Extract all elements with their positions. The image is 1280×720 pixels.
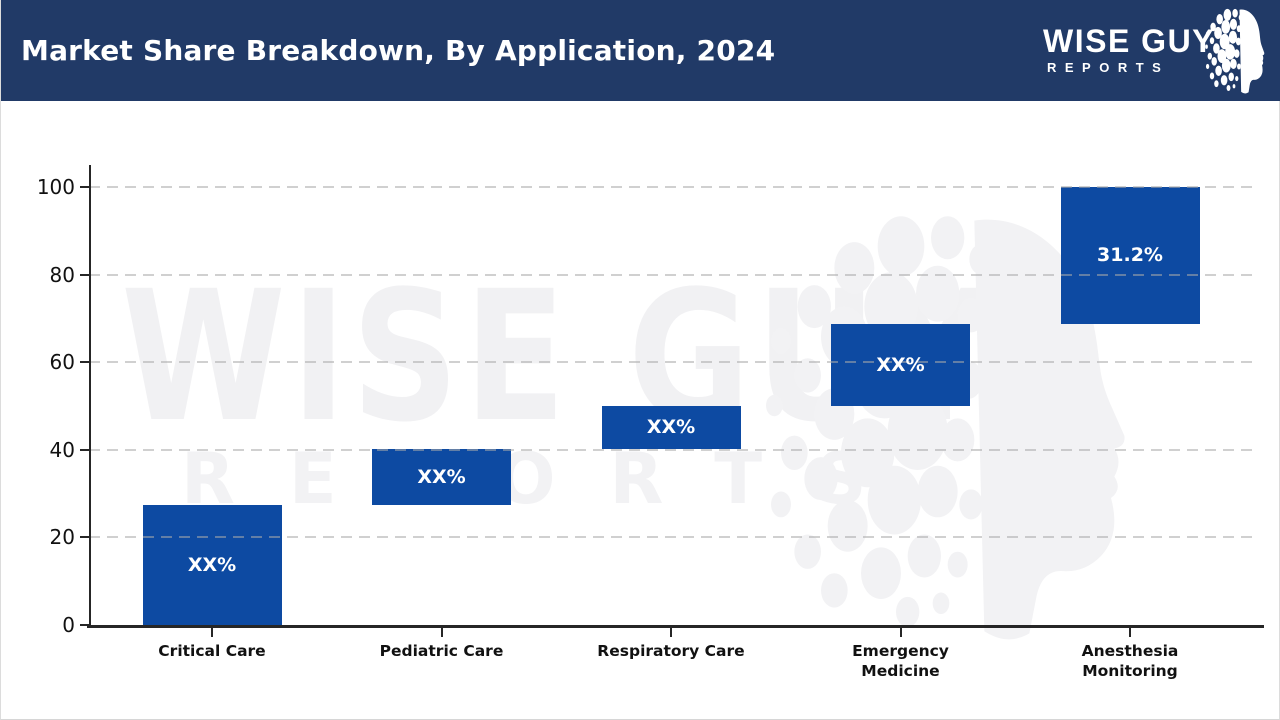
brand-logo: WISE GUY REPORTS (1033, 0, 1273, 101)
bar-value-label: XX% (876, 353, 925, 376)
brand-logo-subtitle: REPORTS (1047, 60, 1170, 75)
x-axis-line (87, 625, 1264, 628)
y-axis-tick (80, 186, 89, 188)
y-axis-tick (80, 536, 89, 539)
bar-segment (372, 448, 511, 505)
x-tick-label: Pediatric Care (379, 642, 504, 660)
bar-value-label: XX% (187, 553, 237, 576)
x-axis-tick (670, 627, 672, 637)
header-bar: Market Share Breakdown, By Application, … (1, 0, 1280, 101)
grid-line (89, 448, 1256, 451)
bar-segment (831, 323, 970, 406)
y-tick-label: 40 (49, 437, 75, 462)
bar-segment (142, 504, 282, 625)
y-axis-tick (80, 448, 89, 451)
y-axis-tick (80, 273, 89, 276)
y-tick-label: 80 (49, 262, 75, 287)
x-axis-tick (899, 627, 902, 637)
x-tick-label: Anesthesia Monitoring (1081, 642, 1179, 680)
bar-value-label: XX% (646, 416, 696, 439)
grid-line (89, 361, 1256, 364)
x-axis-tick (1129, 627, 1131, 637)
bar-value-label: 31.2% (1097, 244, 1163, 267)
watermark-reports: REPORTS (181, 438, 921, 520)
bar-segment (601, 406, 741, 449)
brand-head-icon (1205, 8, 1265, 94)
x-tick-label: Emergency Medicine (852, 642, 949, 680)
grid-line (89, 273, 1256, 276)
y-tick-label: 20 (49, 525, 75, 550)
y-axis-line (89, 165, 91, 628)
brand-logo-name: WISE GUY (1043, 23, 1216, 59)
y-tick-label: 100 (36, 175, 75, 199)
bar-segment (1060, 187, 1200, 324)
y-axis-tick (80, 361, 89, 364)
y-tick-label: 0 (62, 613, 75, 637)
x-tick-label: Respiratory Care (597, 642, 745, 660)
x-tick-label: Critical Care (158, 642, 266, 660)
y-tick-label: 60 (49, 350, 75, 375)
bar-value-label: XX% (417, 465, 466, 488)
y-axis-tick (80, 624, 89, 626)
x-axis-tick (211, 627, 213, 637)
grid-line (89, 536, 1256, 539)
grid-line (89, 186, 1256, 188)
x-axis-tick (440, 627, 443, 637)
waterfall-chart: XX% XX% XX% XX% 31.2% 0 20 40 60 80 100 Critical Ca… (1, 101, 1280, 720)
page-title: Market Share Breakdown, By Application, … (21, 34, 776, 67)
